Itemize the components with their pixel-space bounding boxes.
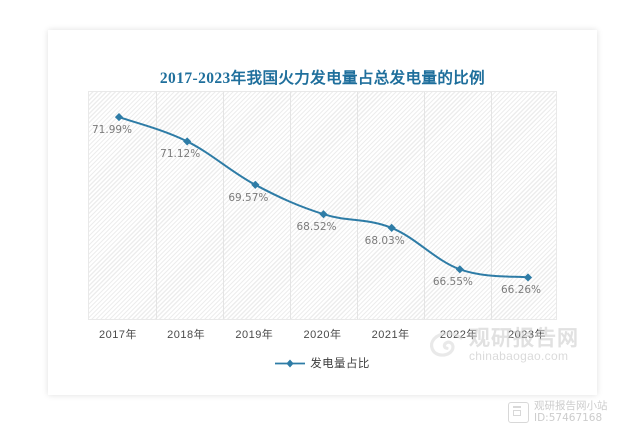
x-axis-tick-label: 2021年 (371, 329, 410, 341)
site-logo-icon (508, 401, 529, 423)
data-point-marker[interactable] (455, 265, 464, 274)
data-label: 66.55% (432, 276, 473, 289)
plot-area (88, 91, 557, 320)
x-axis-tick-label: 2017年 (99, 329, 137, 341)
chart-card: 2017-2023年我国火力发电量占总发电量的比例 71.99% 71.12% 69… (48, 30, 597, 395)
gridline-vertical (357, 92, 358, 319)
data-label: 69.57% (228, 191, 269, 204)
x-axis-tick-label: 2023年 (508, 329, 546, 341)
legend-marker-icon (275, 359, 306, 367)
data-point-marker[interactable] (114, 112, 124, 122)
x-axis-tick-label: 2022年 (439, 329, 478, 341)
gridline-vertical (491, 92, 492, 319)
data-label: 68.52% (296, 221, 337, 234)
data-label: 68.03% (364, 234, 405, 247)
gridline-vertical (424, 92, 425, 319)
series-path-fadianliangzhanbi (118, 116, 529, 279)
data-label: 71.12% (160, 148, 201, 161)
data-point-marker[interactable] (523, 273, 533, 282)
gridline-vertical (223, 92, 224, 319)
x-axis-tick-label: 2020年 (303, 329, 342, 341)
footer-site-name: 观研报告网小站 (534, 400, 608, 412)
x-axis-tick-label: 2018年 (167, 329, 206, 341)
gridline-vertical (290, 92, 291, 319)
legend-label: 发电量占比 (310, 358, 370, 370)
footer-id: ID:57467168 (534, 412, 603, 425)
series-markers (114, 112, 533, 282)
x-axis: 2017年 2018年 2019年 2020年 2021年 2022年 2023年 (88, 320, 557, 346)
data-label: 66.26% (501, 284, 542, 297)
series-line-chart (114, 112, 533, 282)
x-axis-tick-label: 2019年 (235, 329, 274, 341)
footer-badge: 观研报告网小站 ID:57467168 (508, 400, 608, 424)
chart-legend[interactable]: 发电量占比 (48, 355, 597, 371)
data-point-marker[interactable] (183, 137, 192, 146)
data-point-marker[interactable] (319, 210, 328, 219)
gridline-vertical (156, 92, 157, 319)
page-title: 2017-2023年我国火力发电量占总发电量的比例 (159, 70, 486, 87)
data-label: 71.99% (92, 124, 133, 137)
data-point-marker[interactable] (251, 180, 260, 189)
data-point-marker[interactable] (387, 223, 396, 233)
